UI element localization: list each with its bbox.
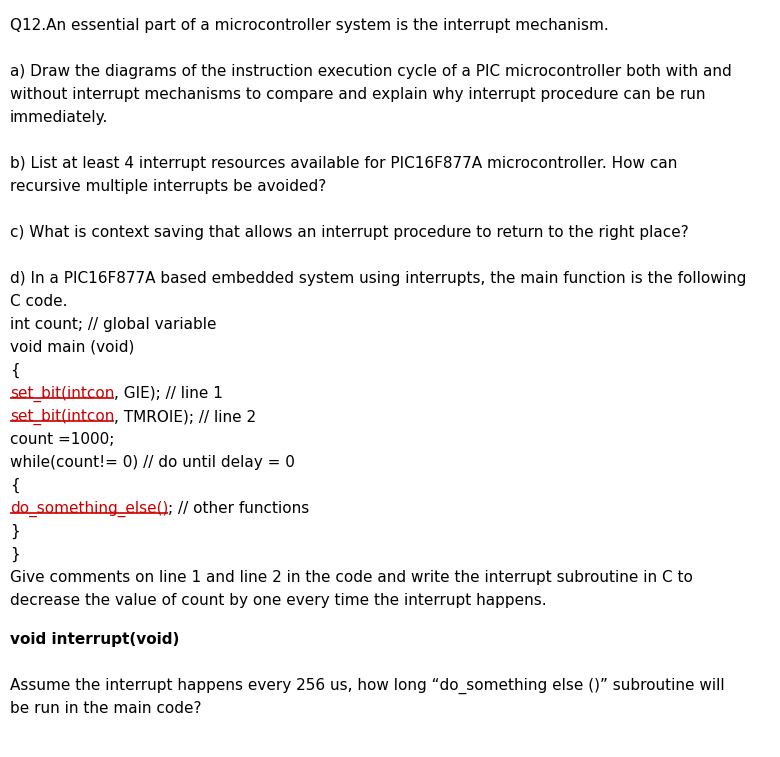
Text: decrease the value of count by one every time the interrupt happens.: decrease the value of count by one every… [10,593,547,608]
Text: a) Draw the diagrams of the instruction execution cycle of a PIC microcontroller: a) Draw the diagrams of the instruction … [10,64,732,79]
Text: b) List at least 4 interrupt resources available for PIC16F877A microcontroller.: b) List at least 4 interrupt resources a… [10,156,677,171]
Text: C code.: C code. [10,294,68,309]
Text: immediately.: immediately. [10,110,108,125]
Text: Give comments on line 1 and line 2 in the code and write the interrupt subroutin: Give comments on line 1 and line 2 in th… [10,570,693,585]
Text: be run in the main code?: be run in the main code? [10,701,201,716]
Text: {: { [10,478,20,494]
Text: void main (void): void main (void) [10,340,134,355]
Text: while(count!= 0) // do until delay = 0: while(count!= 0) // do until delay = 0 [10,455,295,470]
Text: do_something_else(): do_something_else() [10,501,168,517]
Text: c) What is context saving that allows an interrupt procedure to return to the ri: c) What is context saving that allows an… [10,225,689,240]
Text: set_bit(intcon: set_bit(intcon [10,409,115,425]
Text: void interrupt(void): void interrupt(void) [10,632,179,647]
Text: set_bit(intcon: set_bit(intcon [10,386,115,402]
Text: recursive multiple interrupts be avoided?: recursive multiple interrupts be avoided… [10,179,326,194]
Text: , GIE); // line 1: , GIE); // line 1 [115,386,223,401]
Text: , TMROIE); // line 2: , TMROIE); // line 2 [115,409,257,424]
Text: }: } [10,547,20,562]
Text: }: } [10,524,20,539]
Text: count =1000;: count =1000; [10,432,115,447]
Text: without interrupt mechanisms to compare and explain why interrupt procedure can : without interrupt mechanisms to compare … [10,87,705,102]
Text: {: { [10,363,20,378]
Text: ; // other functions: ; // other functions [168,501,310,516]
Text: int count; // global variable: int count; // global variable [10,317,217,332]
Text: d) In a PIC16F877A based embedded system using interrupts, the main function is : d) In a PIC16F877A based embedded system… [10,271,746,286]
Text: Assume the interrupt happens every 256 us, how long “do_something else ()” subro: Assume the interrupt happens every 256 u… [10,678,725,694]
Text: Q12.An essential part of a microcontroller system is the interrupt mechanism.: Q12.An essential part of a microcontroll… [10,18,608,33]
